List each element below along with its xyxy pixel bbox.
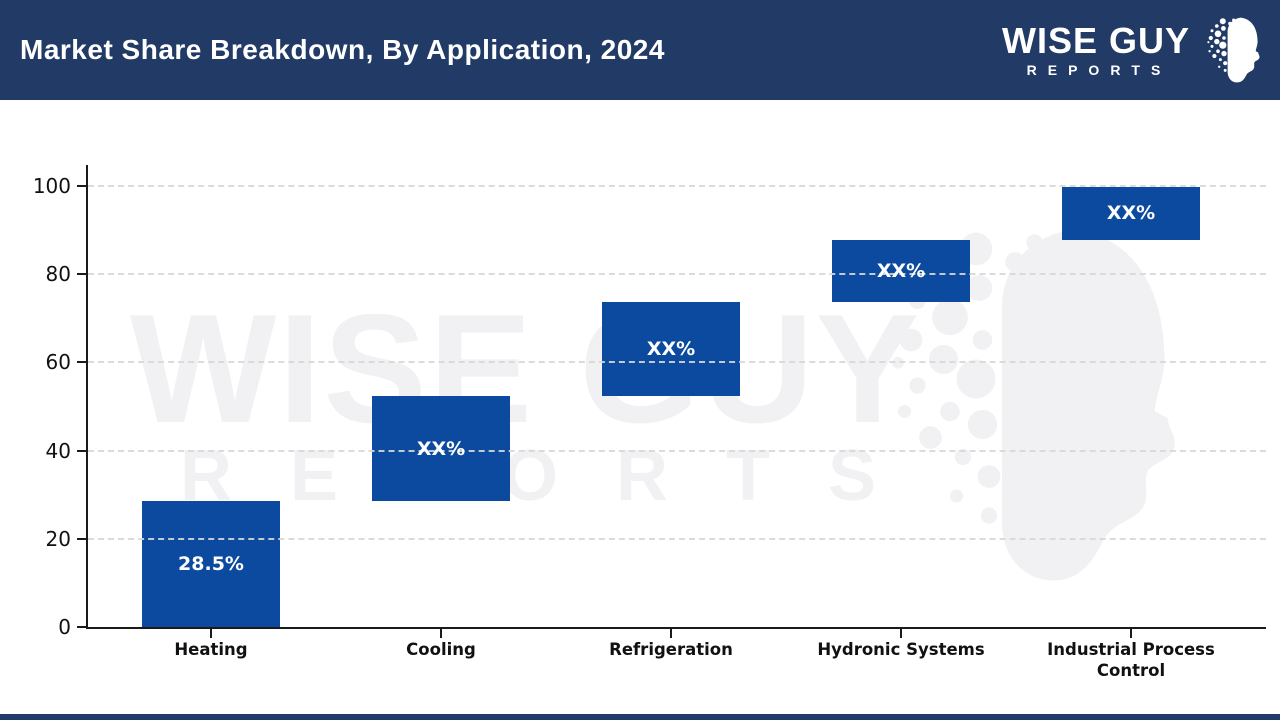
y-tick (77, 449, 86, 452)
bar (832, 239, 970, 302)
bar-value-label: XX% (876, 259, 926, 282)
x-category-label: Heating (174, 640, 248, 659)
bar-value-label: XX% (1106, 202, 1156, 225)
y-tick (77, 185, 86, 187)
y-tick-label: 60 (45, 350, 71, 375)
gridline (88, 185, 1266, 187)
x-category-label: Hydronic Systems (817, 640, 985, 659)
gridline (88, 537, 1266, 540)
y-tick (77, 537, 86, 540)
y-tick (77, 626, 86, 628)
bar (1062, 186, 1200, 240)
bar-value-label: XX% (416, 437, 466, 460)
x-tick (440, 629, 442, 638)
header: Market Share Breakdown, By Application, … (0, 0, 1280, 100)
x-tick (210, 629, 212, 638)
gridline (88, 273, 1266, 276)
x-tick (1130, 629, 1132, 638)
x-category-label: Cooling (406, 640, 476, 659)
wise-guy-logo: WISE GUY REPORTS (1002, 8, 1266, 92)
bar (372, 395, 510, 502)
y-tick-label: 20 (45, 526, 71, 551)
gridline (88, 361, 1266, 364)
footer-accent-bar (0, 714, 1280, 720)
y-tick-label: 100 (32, 174, 71, 198)
x-category-label: Refrigeration (609, 640, 733, 659)
logo-subtitle: REPORTS (1026, 62, 1172, 78)
gridline (88, 449, 1266, 452)
logo-text: WISE GUY REPORTS (1001, 20, 1190, 78)
watermark-text: WISE GUY (130, 282, 922, 455)
bar-value-label: XX% (646, 337, 696, 360)
y-tick (77, 273, 86, 276)
y-tick (77, 361, 86, 364)
page-title: Market Share Breakdown, By Application, … (20, 34, 665, 65)
y-tick-label: 40 (45, 438, 71, 463)
x-tick (900, 629, 902, 638)
x-tick (670, 629, 672, 638)
bar (602, 301, 740, 396)
x-axis-spine (86, 627, 1266, 629)
chart-area: WISE GUY REPORTS 28.5% Heating XX% Cooling X… (0, 100, 1280, 714)
y-axis-spine (86, 164, 88, 629)
x-category-label: Industrial Process Control (1047, 640, 1215, 680)
y-tick-label: 0 (58, 615, 71, 639)
y-tick-label: 80 (45, 262, 71, 287)
bar-value-label: 28.5% (178, 553, 244, 576)
bar (142, 501, 280, 627)
watermark-subtext: REPORTS (180, 436, 935, 516)
logo-wordmark: WISE GUY (1001, 20, 1190, 61)
